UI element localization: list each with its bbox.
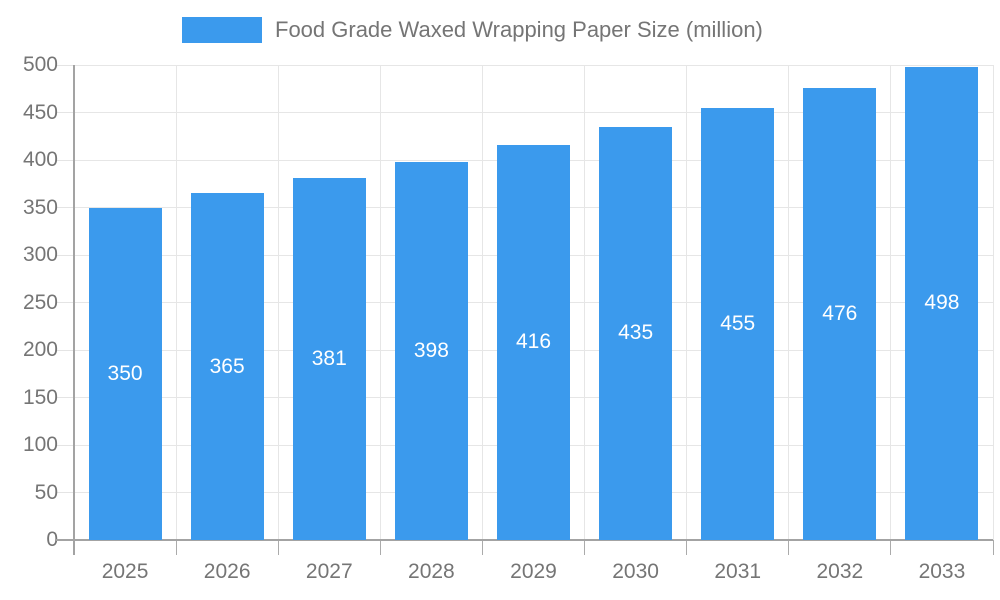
x-axis-tick xyxy=(584,540,586,555)
gridline-vertical xyxy=(175,65,177,540)
y-axis-tick-label: 250 xyxy=(22,290,58,314)
y-axis-tick xyxy=(56,64,74,66)
gridline-horizontal xyxy=(74,112,993,113)
x-axis-tick-label: 2029 xyxy=(510,560,557,583)
gridline-vertical xyxy=(890,65,892,540)
bar-2031[interactable] xyxy=(701,107,775,540)
y-axis-tick-label: 300 xyxy=(22,243,58,266)
y-axis-tick-label: 150 xyxy=(22,385,58,409)
x-axis-tick-label: 2026 xyxy=(203,560,251,583)
x-axis-tick xyxy=(686,540,688,555)
x-axis-line xyxy=(56,539,993,541)
gridline-vertical xyxy=(584,65,586,540)
y-axis-line xyxy=(73,65,75,555)
bar-value-label: 365 xyxy=(209,354,245,378)
gridline-vertical xyxy=(481,65,483,540)
gridline-vertical xyxy=(379,65,381,540)
bar-2028[interactable] xyxy=(394,161,468,540)
y-axis-tick-label: 350 xyxy=(22,195,58,219)
y-axis-tick-label: 450 xyxy=(22,100,58,124)
gridline-vertical xyxy=(992,65,994,540)
y-axis-tick xyxy=(56,302,74,303)
bar-2026[interactable] xyxy=(190,193,264,540)
y-axis-tick-label: 100 xyxy=(22,433,58,456)
y-axis-tick-label: 500 xyxy=(22,53,58,76)
y-axis-tick xyxy=(56,254,74,256)
y-axis-tick xyxy=(56,207,74,208)
bar-value-label: 416 xyxy=(515,330,552,354)
gridline-vertical xyxy=(277,65,279,540)
bar-2030[interactable] xyxy=(599,126,673,540)
y-axis-tick xyxy=(56,492,74,493)
x-axis-tick-label: 2025 xyxy=(101,560,149,583)
x-axis-tick xyxy=(175,540,177,555)
bar-value-label: 350 xyxy=(107,361,143,385)
y-axis-tick xyxy=(56,397,74,398)
bar-2029[interactable] xyxy=(497,144,570,540)
x-axis-tick-label: 2030 xyxy=(612,560,659,583)
y-axis-tick xyxy=(56,349,74,351)
bar-2025[interactable] xyxy=(88,207,162,540)
y-axis-tick xyxy=(56,159,74,161)
x-axis-tick xyxy=(277,540,279,555)
bar-value-label: 381 xyxy=(311,347,347,371)
legend-swatch xyxy=(182,17,262,43)
bar-2027[interactable] xyxy=(292,178,366,540)
gridline-vertical xyxy=(686,65,688,540)
y-axis-tick-label: 200 xyxy=(22,338,58,361)
x-axis-tick-label: 2027 xyxy=(305,560,353,583)
y-axis-tick-label: 50 xyxy=(34,480,58,504)
x-axis-tick xyxy=(788,540,790,555)
bar-value-label: 498 xyxy=(924,291,960,315)
bar-2033[interactable] xyxy=(905,66,979,540)
y-axis-tick-label: 0 xyxy=(46,528,58,551)
legend-item[interactable]: Food Grade Waxed Wrapping Paper Size (mi… xyxy=(182,17,763,43)
x-axis-tick-label: 2033 xyxy=(918,560,966,583)
y-axis-tick xyxy=(56,112,74,113)
legend-label: Food Grade Waxed Wrapping Paper Size (mi… xyxy=(275,17,763,42)
x-axis-tick xyxy=(992,540,994,555)
gridline-vertical xyxy=(788,65,790,540)
x-axis-tick xyxy=(481,540,483,555)
y-axis-tick xyxy=(56,444,74,446)
x-axis-tick-label: 2032 xyxy=(816,560,864,583)
bar-value-label: 435 xyxy=(618,321,654,345)
bar-2032[interactable] xyxy=(803,87,877,540)
x-axis-tick-label: 2028 xyxy=(408,560,455,583)
bar-value-label: 455 xyxy=(720,311,756,335)
bar-value-label: 476 xyxy=(822,301,858,325)
x-axis-tick xyxy=(890,540,892,555)
x-axis-tick xyxy=(379,540,381,555)
x-axis-tick-label: 2031 xyxy=(714,560,762,583)
y-axis-tick-label: 400 xyxy=(22,148,58,171)
gridline-horizontal xyxy=(74,64,993,66)
bar-value-label: 398 xyxy=(413,338,449,362)
